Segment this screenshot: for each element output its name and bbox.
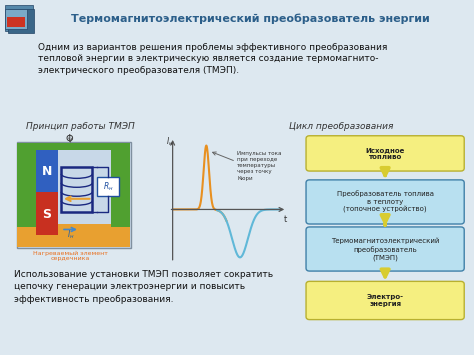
- FancyBboxPatch shape: [306, 227, 464, 271]
- Text: $R_н$: $R_н$: [103, 180, 113, 193]
- FancyBboxPatch shape: [36, 150, 58, 192]
- Text: Преобразователь топлива
в теплоту
(топочное устройство): Преобразователь топлива в теплоту (топоч…: [337, 190, 434, 213]
- Text: сердечника: сердечника: [51, 256, 90, 261]
- FancyBboxPatch shape: [36, 192, 58, 235]
- Text: t: t: [284, 215, 287, 224]
- FancyBboxPatch shape: [97, 177, 119, 196]
- FancyBboxPatch shape: [7, 17, 25, 27]
- Text: Импульсы тока
при переходе
температуры
через точку
Кюри: Импульсы тока при переходе температуры ч…: [237, 151, 282, 181]
- Text: Одним из вариантов решения проблемы эффективного преобразования
тепловой энергии: Одним из вариантов решения проблемы эффе…: [38, 43, 387, 75]
- Text: S: S: [43, 208, 52, 221]
- Text: Исходное
топливо: Исходное топливо: [365, 147, 405, 160]
- FancyBboxPatch shape: [5, 5, 33, 31]
- FancyBboxPatch shape: [306, 180, 464, 224]
- Text: Φ: Φ: [65, 134, 73, 144]
- Text: Использование установки ТМЭП позволяет сократить
цепочку генерации электроэнерги: Использование установки ТМЭП позволяет с…: [14, 270, 273, 304]
- FancyBboxPatch shape: [17, 143, 36, 227]
- Text: Термомагнитоэлектрический
преобразователь
(ТМЭП): Термомагнитоэлектрический преобразовател…: [331, 237, 439, 261]
- Text: $I_н$: $I_н$: [166, 136, 174, 148]
- Text: N: N: [42, 165, 52, 179]
- FancyBboxPatch shape: [306, 282, 464, 320]
- Text: Цикл преобразования: Цикл преобразования: [289, 121, 393, 131]
- FancyBboxPatch shape: [8, 9, 34, 33]
- FancyBboxPatch shape: [111, 143, 130, 227]
- FancyBboxPatch shape: [306, 136, 464, 171]
- FancyBboxPatch shape: [5, 9, 27, 29]
- FancyBboxPatch shape: [17, 142, 131, 248]
- Text: Принцип работы ТМЭП: Принцип работы ТМЭП: [26, 121, 135, 131]
- FancyBboxPatch shape: [17, 224, 130, 247]
- Text: $I_н$: $I_н$: [67, 228, 74, 241]
- Text: Нагреваемый элемент: Нагреваемый элемент: [33, 251, 108, 256]
- Text: Термомагнитоэлектрический преобразователь энергии: Термомагнитоэлектрический преобразовател…: [71, 14, 429, 24]
- FancyBboxPatch shape: [17, 143, 130, 150]
- Text: Электро-
энергия: Электро- энергия: [366, 294, 404, 307]
